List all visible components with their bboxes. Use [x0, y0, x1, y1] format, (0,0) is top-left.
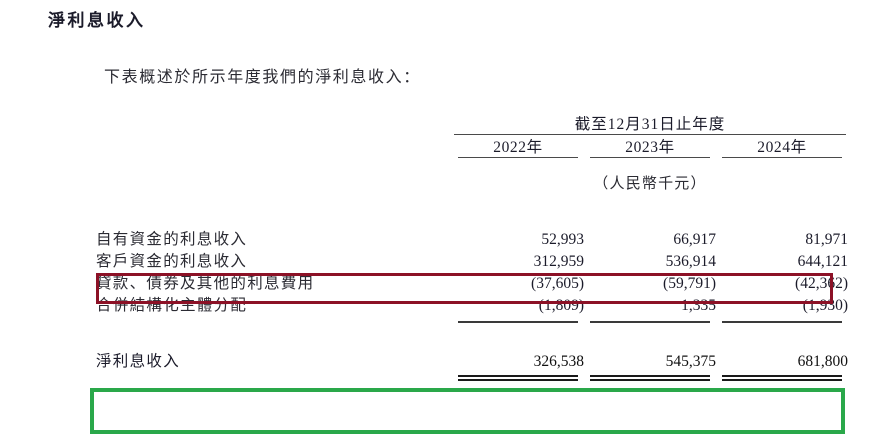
highlight-box-total-row [90, 388, 845, 434]
net-interest-income-table: 截至12月31日止年度 2022年 2023年 2024年 [96, 112, 848, 381]
row-value-client-funds-2023: 536,914 [665, 253, 716, 270]
subtotal-spacer [96, 323, 848, 349]
table-span-header-row: 截至12月31日止年度 [96, 112, 848, 134]
total-double-rule-2023 [584, 371, 716, 381]
total-double-rule-row [96, 371, 848, 381]
total-value-2024: 681,800 [797, 352, 848, 370]
span-header-rule-row [96, 134, 848, 135]
total-label-net-interest-income: 淨利息收入 [96, 352, 181, 370]
row-value-client-funds-2022: 312,959 [533, 253, 584, 270]
intro-paragraph: 下表概述於所示年度我們的淨利息收入： [104, 69, 421, 86]
subtotal-rule-row [96, 315, 848, 323]
span-header-blank [96, 112, 452, 134]
year-header-rule-row [96, 157, 848, 158]
table-row: 合併結構化主體分配 (1,809) 1,335 (1,930) [96, 293, 848, 315]
row-label-interest-expense: 貸款、債券及其他的利息費用 [96, 275, 315, 292]
total-double-rule-2024 [716, 371, 848, 381]
currency-note-row: （人民幣千元） [96, 158, 848, 193]
row-label-own-funds-interest-income: 自有資金的利息收入 [96, 231, 248, 248]
subtotal-rule-2024 [716, 315, 848, 323]
header-body-spacer [96, 193, 848, 227]
total-value-2023: 545,375 [665, 352, 716, 370]
column-rule-2024 [716, 157, 848, 158]
currency-note-label: （人民幣千元） [593, 176, 707, 192]
row-value-own-funds-2024: 81,971 [805, 231, 848, 248]
table-row: 客戶資金的利息收入 312,959 536,914 644,121 [96, 249, 848, 271]
row-value-structured-entities-2024: (1,930) [802, 297, 848, 314]
subtotal-rule-2022 [452, 315, 584, 323]
row-value-interest-expense-2023: (59,791) [663, 275, 716, 292]
total-value-2022: 326,538 [533, 352, 584, 370]
net-interest-income-table-container: 截至12月31日止年度 2022年 2023年 2024年 [96, 112, 848, 381]
row-label-client-funds-interest-income: 客戶資金的利息收入 [96, 253, 248, 270]
total-rule-blank [96, 371, 452, 381]
row-value-interest-expense-2024: (42,362) [795, 275, 848, 292]
table-row: 貸款、債券及其他的利息費用 (37,605) (59,791) (42,362) [96, 271, 848, 293]
total-double-rule-2022 [452, 371, 584, 381]
currency-note-blank [96, 158, 452, 193]
subtotal-rule-2023 [584, 315, 716, 323]
row-value-own-funds-2022: 52,993 [541, 231, 584, 248]
span-header-rule [452, 134, 848, 135]
row-value-interest-expense-2022: (37,605) [531, 275, 584, 292]
column-header-2022: 2022年 [493, 139, 543, 156]
year-header-blank [96, 135, 452, 157]
table-year-header-row: 2022年 2023年 2024年 [96, 135, 848, 157]
column-rule-2023 [584, 157, 716, 158]
column-header-2023: 2023年 [625, 139, 675, 156]
column-header-2024: 2024年 [757, 139, 807, 156]
row-label-consolidated-structured-entities: 合併結構化主體分配 [96, 297, 248, 314]
page-title: 淨利息收入 [48, 11, 146, 30]
span-header-label: 截至12月31日止年度 [574, 116, 726, 133]
row-value-structured-entities-2023: 1,335 [681, 297, 716, 314]
column-rule-2022 [452, 157, 584, 158]
row-value-client-funds-2024: 644,121 [797, 253, 848, 270]
row-value-structured-entities-2022: (1,809) [538, 297, 584, 314]
subtotal-rule-blank [96, 315, 452, 323]
table-total-row: 淨利息收入 326,538 545,375 681,800 [96, 349, 848, 371]
row-value-own-funds-2023: 66,917 [673, 231, 716, 248]
table-row: 自有資金的利息收入 52,993 66,917 81,971 [96, 227, 848, 249]
